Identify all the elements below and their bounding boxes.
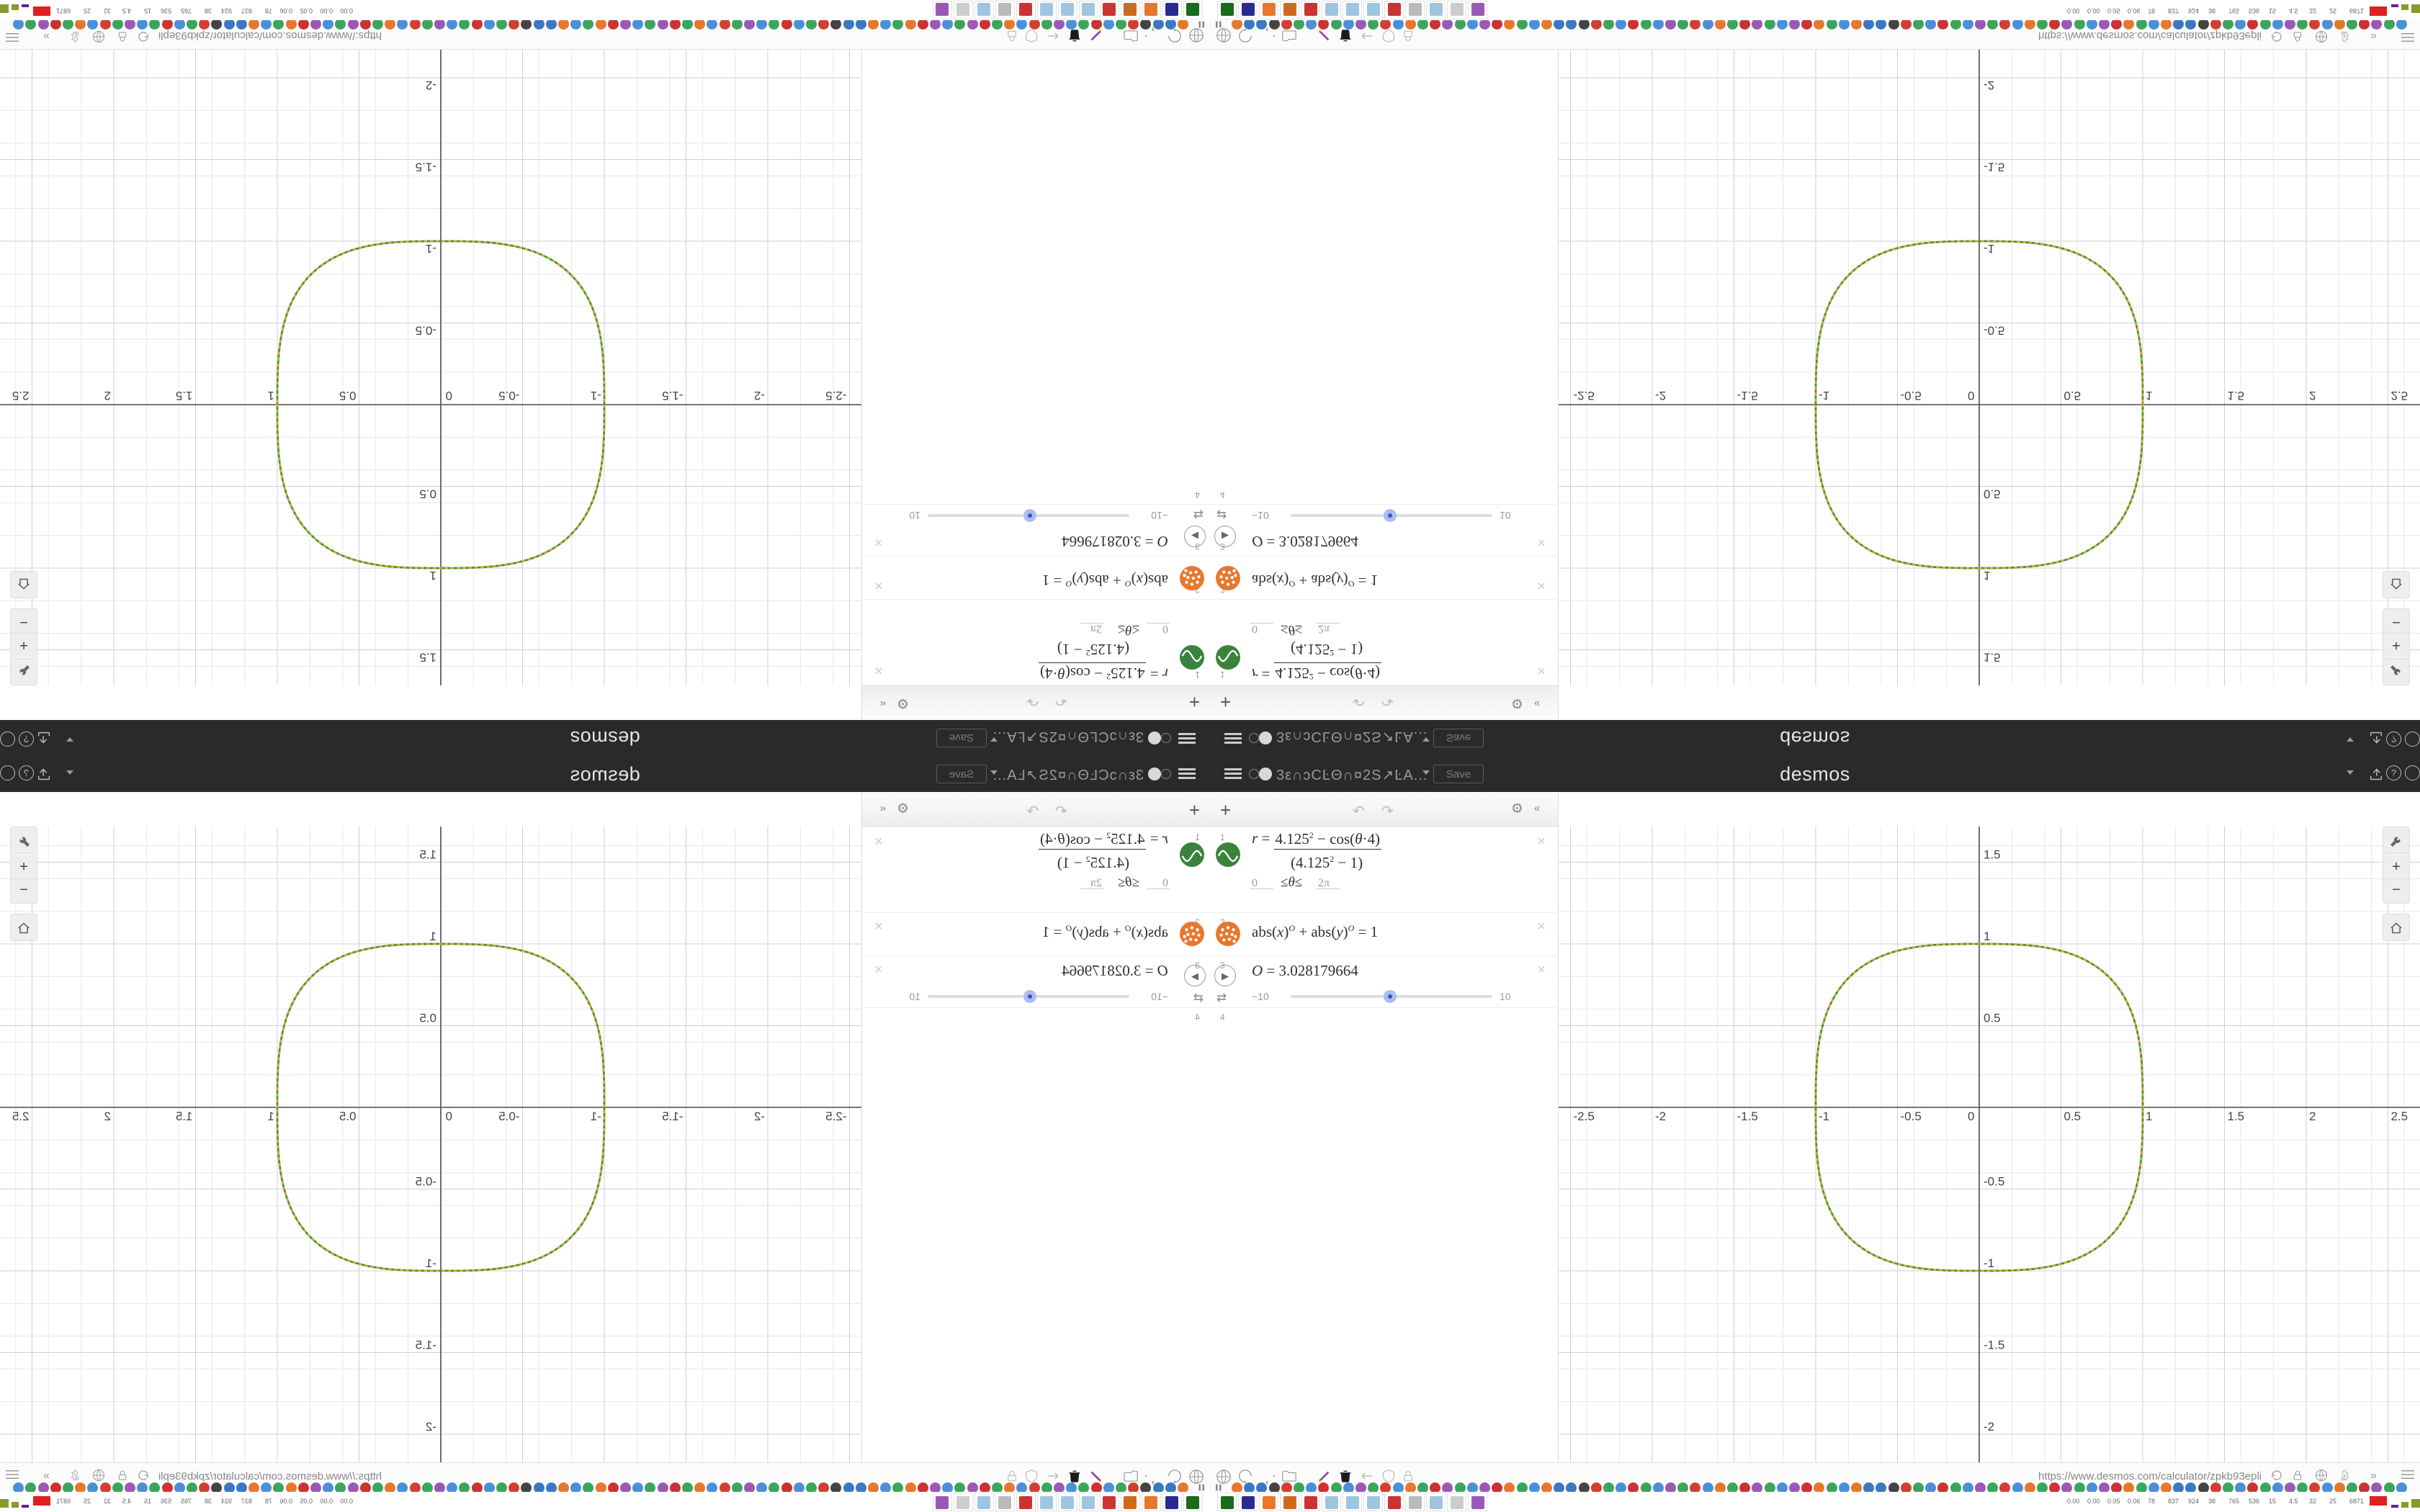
svg-text:2: 2 <box>2309 1110 2316 1123</box>
svg-text:-0.5: -0.5 <box>498 1110 519 1123</box>
svg-text:0.5: 0.5 <box>339 389 357 402</box>
svg-text:1.5: 1.5 <box>1984 848 2001 862</box>
svg-text:-1.5: -1.5 <box>416 161 436 174</box>
svg-text:2: 2 <box>104 1110 111 1123</box>
svg-text:-0.5: -0.5 <box>1901 389 1922 402</box>
svg-text:2.5: 2.5 <box>12 389 30 402</box>
svg-text:-2.5: -2.5 <box>1574 1110 1595 1123</box>
svg-text:-0.5: -0.5 <box>498 389 519 402</box>
svg-text:1.5: 1.5 <box>2228 389 2245 402</box>
svg-text:-2.5: -2.5 <box>825 1110 846 1123</box>
svg-text:-1.5: -1.5 <box>1984 161 2004 174</box>
svg-text:-2.5: -2.5 <box>1574 389 1595 402</box>
svg-text:0.5: 0.5 <box>2064 1110 2081 1123</box>
svg-text:0: 0 <box>1968 389 1974 402</box>
svg-text:2: 2 <box>104 389 111 402</box>
svg-text:0: 0 <box>1968 1110 1974 1123</box>
svg-text:-1.5: -1.5 <box>1984 1338 2004 1352</box>
svg-text:-1: -1 <box>1984 242 1994 256</box>
svg-text:2.5: 2.5 <box>12 1110 30 1123</box>
svg-text:1.5: 1.5 <box>2228 1110 2245 1123</box>
svg-text:-1.5: -1.5 <box>1737 389 1758 402</box>
svg-text:1.5: 1.5 <box>1984 651 2001 665</box>
svg-text:1: 1 <box>430 930 436 943</box>
svg-text:0.5: 0.5 <box>2064 389 2081 402</box>
svg-text:-2: -2 <box>1655 389 1666 402</box>
svg-text:1: 1 <box>1984 930 1990 943</box>
svg-text:-1: -1 <box>1819 389 1829 402</box>
svg-text:-2: -2 <box>1984 78 1994 92</box>
svg-text:-1: -1 <box>591 389 601 402</box>
svg-text:-2: -2 <box>426 1420 436 1434</box>
svg-text:1: 1 <box>2146 1110 2152 1123</box>
svg-text:1.5: 1.5 <box>176 1110 193 1123</box>
svg-text:-0.5: -0.5 <box>416 1175 436 1189</box>
svg-text:2: 2 <box>2309 389 2316 402</box>
svg-text:-2: -2 <box>1984 1420 1994 1434</box>
svg-text:-2: -2 <box>754 1110 765 1123</box>
svg-text:-2: -2 <box>1655 1110 1666 1123</box>
svg-text:0: 0 <box>446 389 452 402</box>
svg-text:-2.5: -2.5 <box>825 389 846 402</box>
svg-text:-0.5: -0.5 <box>416 324 436 338</box>
svg-text:-1: -1 <box>1984 1256 1994 1270</box>
svg-text:-1.5: -1.5 <box>1737 1110 1758 1123</box>
svg-text:1: 1 <box>268 1110 274 1123</box>
svg-text:-1: -1 <box>426 1256 436 1270</box>
svg-text:-1.5: -1.5 <box>662 1110 683 1123</box>
svg-text:-1.5: -1.5 <box>662 389 683 402</box>
svg-text:1.5: 1.5 <box>419 848 436 862</box>
svg-text:1: 1 <box>268 389 274 402</box>
svg-text:-0.5: -0.5 <box>1984 1175 2004 1189</box>
svg-text:-2: -2 <box>754 389 765 402</box>
svg-text:1: 1 <box>430 569 436 582</box>
svg-text:0.5: 0.5 <box>419 487 436 501</box>
svg-text:-1: -1 <box>1819 1110 1829 1123</box>
svg-text:1: 1 <box>2146 389 2152 402</box>
svg-text:-1: -1 <box>426 242 436 256</box>
svg-text:1: 1 <box>1984 569 1990 582</box>
svg-text:2.5: 2.5 <box>2391 389 2408 402</box>
svg-text:1.5: 1.5 <box>419 651 436 665</box>
svg-text:1.5: 1.5 <box>176 389 193 402</box>
svg-text:-0.5: -0.5 <box>1984 324 2004 338</box>
svg-text:0.5: 0.5 <box>339 1110 357 1123</box>
svg-text:-1.5: -1.5 <box>416 1338 436 1352</box>
svg-text:0.5: 0.5 <box>1984 1012 2001 1025</box>
svg-text:0.5: 0.5 <box>419 1012 436 1025</box>
svg-text:-1: -1 <box>591 1110 601 1123</box>
svg-text:0: 0 <box>446 1110 452 1123</box>
svg-text:-2: -2 <box>426 78 436 92</box>
svg-text:2.5: 2.5 <box>2391 1110 2408 1123</box>
svg-text:-0.5: -0.5 <box>1901 1110 1922 1123</box>
svg-text:0.5: 0.5 <box>1984 487 2001 501</box>
